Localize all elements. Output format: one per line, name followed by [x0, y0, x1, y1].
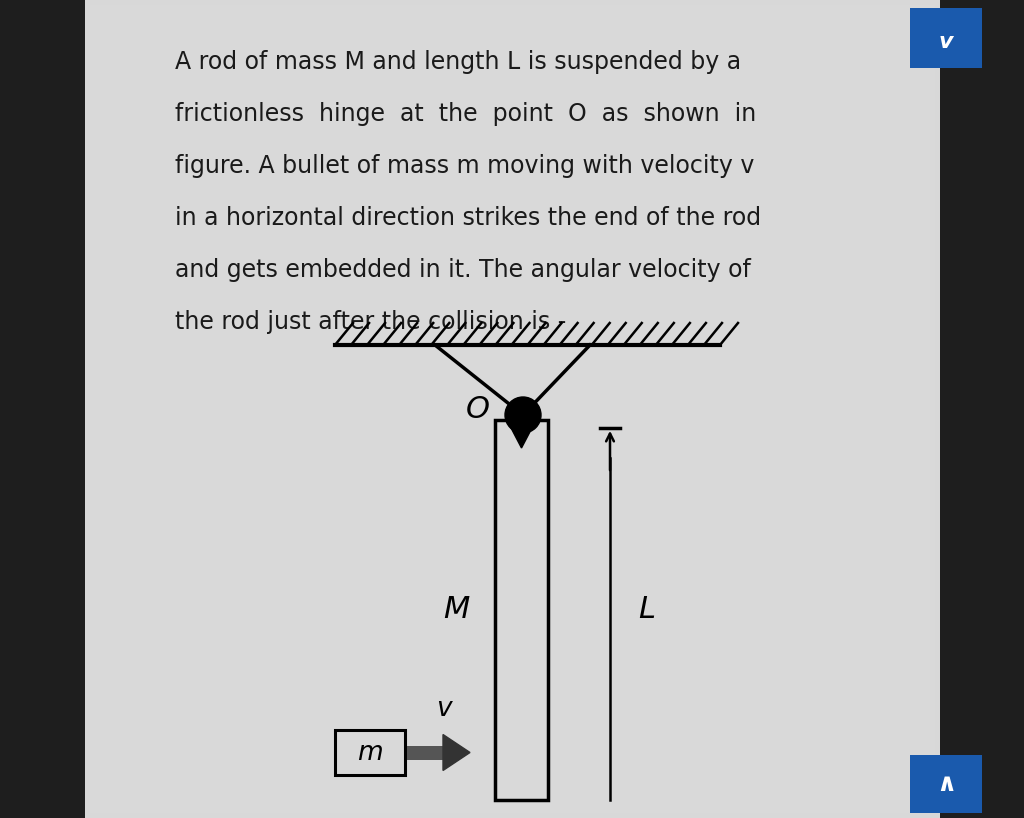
Bar	[910, 8, 982, 68]
Bar	[407, 745, 443, 759]
Circle shape	[505, 397, 541, 433]
Text: the rod just after the collision is -: the rod just after the collision is -	[175, 310, 566, 334]
Text: ∧: ∧	[936, 772, 956, 796]
Text: L: L	[638, 596, 655, 624]
Bar	[85, 0, 940, 818]
Text: v: v	[435, 696, 452, 722]
Text: frictionless  hinge  at  the  point  O  as  shown  in: frictionless hinge at the point O as sho…	[175, 102, 757, 126]
Polygon shape	[443, 735, 470, 771]
Bar	[335, 730, 406, 775]
Text: O: O	[466, 395, 490, 425]
Text: m: m	[357, 739, 383, 766]
Text: and gets embedded in it. The angular velocity of: and gets embedded in it. The angular vel…	[175, 258, 751, 282]
Bar	[910, 755, 982, 813]
Polygon shape	[510, 425, 534, 448]
Text: in a horizontal direction strikes the end of the rod: in a horizontal direction strikes the en…	[175, 206, 761, 230]
Text: v: v	[939, 32, 953, 52]
Text: A rod of mass M and length L is suspended by a: A rod of mass M and length L is suspende…	[175, 50, 741, 74]
Text: figure. A bullet of mass m moving with velocity v: figure. A bullet of mass m moving with v…	[175, 154, 755, 178]
Bar	[495, 420, 548, 800]
Bar	[90, 5, 935, 813]
Text: M: M	[443, 596, 470, 624]
